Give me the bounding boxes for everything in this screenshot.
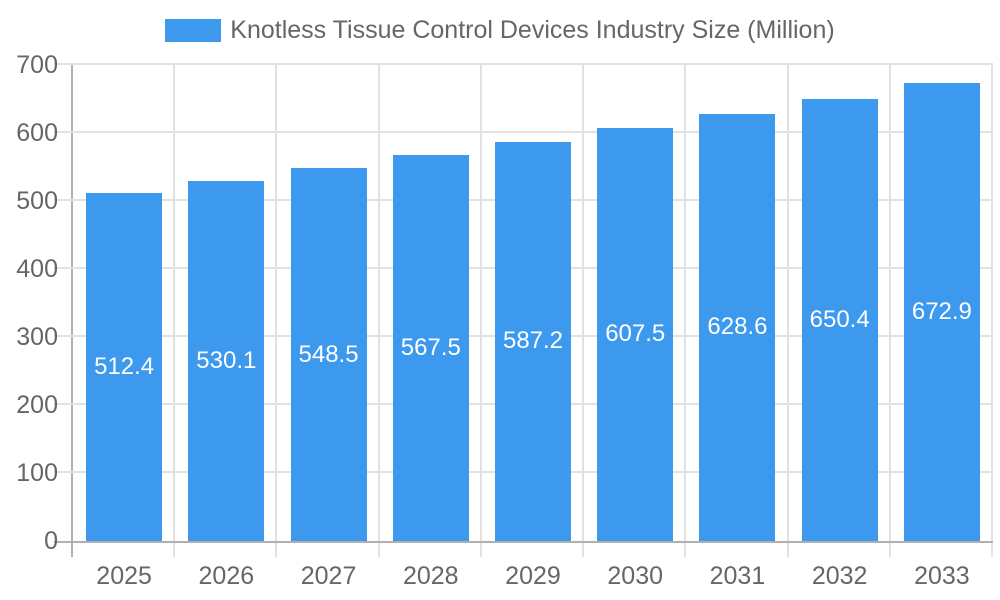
x-axis-label: 2033 <box>914 562 970 590</box>
plot-area: 512.4 2025 530.1 2026 548.5 2027 567.5 2028 587.… <box>54 63 993 590</box>
bar[interactable] <box>392 155 469 541</box>
bar[interactable] <box>86 192 163 541</box>
y-axis-label: 400 <box>16 255 58 283</box>
x-axis-tick <box>173 543 176 557</box>
gridline-vertical <box>684 65 687 541</box>
x-axis-label: 2028 <box>402 562 459 590</box>
y-axis-label: 500 <box>16 187 58 215</box>
gridline-vertical <box>275 65 278 541</box>
gridline-vertical <box>173 65 176 541</box>
bar[interactable] <box>495 141 571 541</box>
gridline-vertical <box>582 65 585 541</box>
y-axis-label: 100 <box>16 459 58 487</box>
y-axis-label: 0 <box>44 527 58 555</box>
gridline-vertical <box>377 65 380 541</box>
y-axis-stub <box>71 543 73 557</box>
x-axis-label: 2025 <box>96 562 152 590</box>
x-axis-label: 2029 <box>505 562 561 590</box>
zero-tick <box>54 541 71 543</box>
y-axis-label: 200 <box>16 391 58 419</box>
gridline-vertical <box>888 65 891 541</box>
bar[interactable] <box>801 98 878 541</box>
gridline-horizontal <box>54 63 993 65</box>
x-axis-label: 2026 <box>198 562 255 590</box>
legend-swatch-icon <box>165 18 222 42</box>
x-axis-label: 2027 <box>300 562 357 590</box>
gridline-horizontal <box>54 131 993 133</box>
y-axis-label: 700 <box>16 51 58 79</box>
x-axis-label: 2032 <box>811 562 868 590</box>
bar[interactable] <box>188 180 265 541</box>
x-axis-tick <box>684 543 687 557</box>
bar[interactable] <box>699 113 776 541</box>
x-axis-tick <box>479 543 482 557</box>
x-axis-tick <box>786 543 789 557</box>
x-axis-tick <box>275 543 278 557</box>
x-axis-label: 2030 <box>607 562 664 590</box>
gridline-vertical <box>991 65 993 541</box>
y-axis-label: 600 <box>16 119 58 147</box>
legend-label: Knotless Tissue Control Devices Industry… <box>230 15 835 44</box>
bar[interactable] <box>290 168 367 541</box>
legend[interactable]: Knotless Tissue Control Devices Industry… <box>0 15 1000 44</box>
y-axis-label: 300 <box>16 323 58 351</box>
bar[interactable] <box>597 127 674 541</box>
bar[interactable] <box>903 83 980 541</box>
x-axis-tick <box>377 543 380 557</box>
x-axis-tick <box>582 543 585 557</box>
gridline-vertical <box>479 65 482 541</box>
x-axis-tick <box>991 543 993 557</box>
x-axis-tick <box>888 543 891 557</box>
gridline-vertical <box>786 65 789 541</box>
x-axis-label: 2031 <box>709 562 766 590</box>
